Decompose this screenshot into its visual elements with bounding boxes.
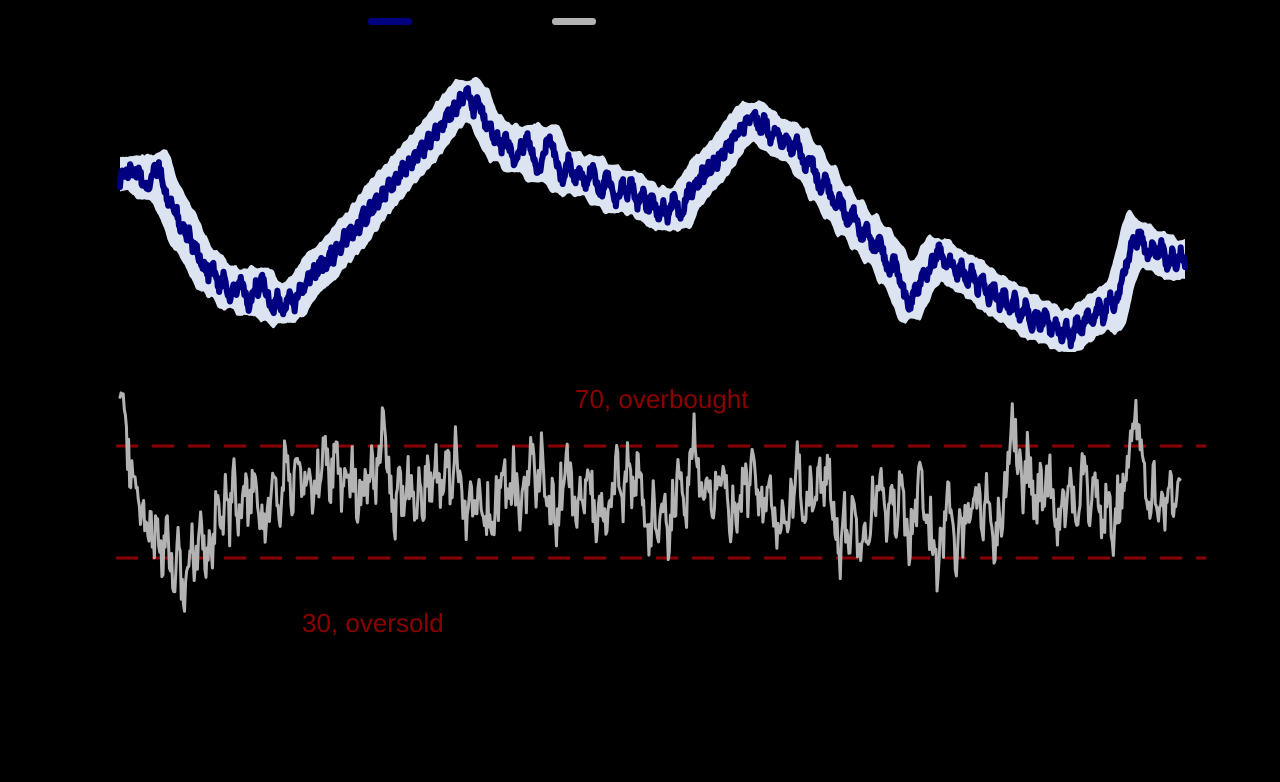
x-axis-area <box>0 662 1280 782</box>
line-swatch-navy-icon <box>368 18 412 25</box>
price-chart-panel <box>0 30 1280 360</box>
overbought-annotation: 70, overbought <box>575 384 749 414</box>
price-plot <box>0 30 1280 360</box>
rsi-line <box>118 391 1182 613</box>
legend-label-rsi: RSI (14) <box>604 14 653 29</box>
rsi-plot: 70, overbought 30, oversold <box>0 352 1280 662</box>
legend-item-close-price[interactable]: Close price <box>368 14 485 29</box>
rsi-chart-panel: 70, overbought 30, oversold <box>0 352 1280 662</box>
chart-legend: Close price RSI (14) <box>0 0 1280 40</box>
price-line <box>117 85 1188 350</box>
legend-item-rsi[interactable]: RSI (14) <box>552 14 652 29</box>
oversold-annotation: 30, oversold <box>302 608 444 638</box>
line-swatch-gray-icon <box>552 18 596 25</box>
legend-label-close-price: Close price <box>420 14 486 29</box>
